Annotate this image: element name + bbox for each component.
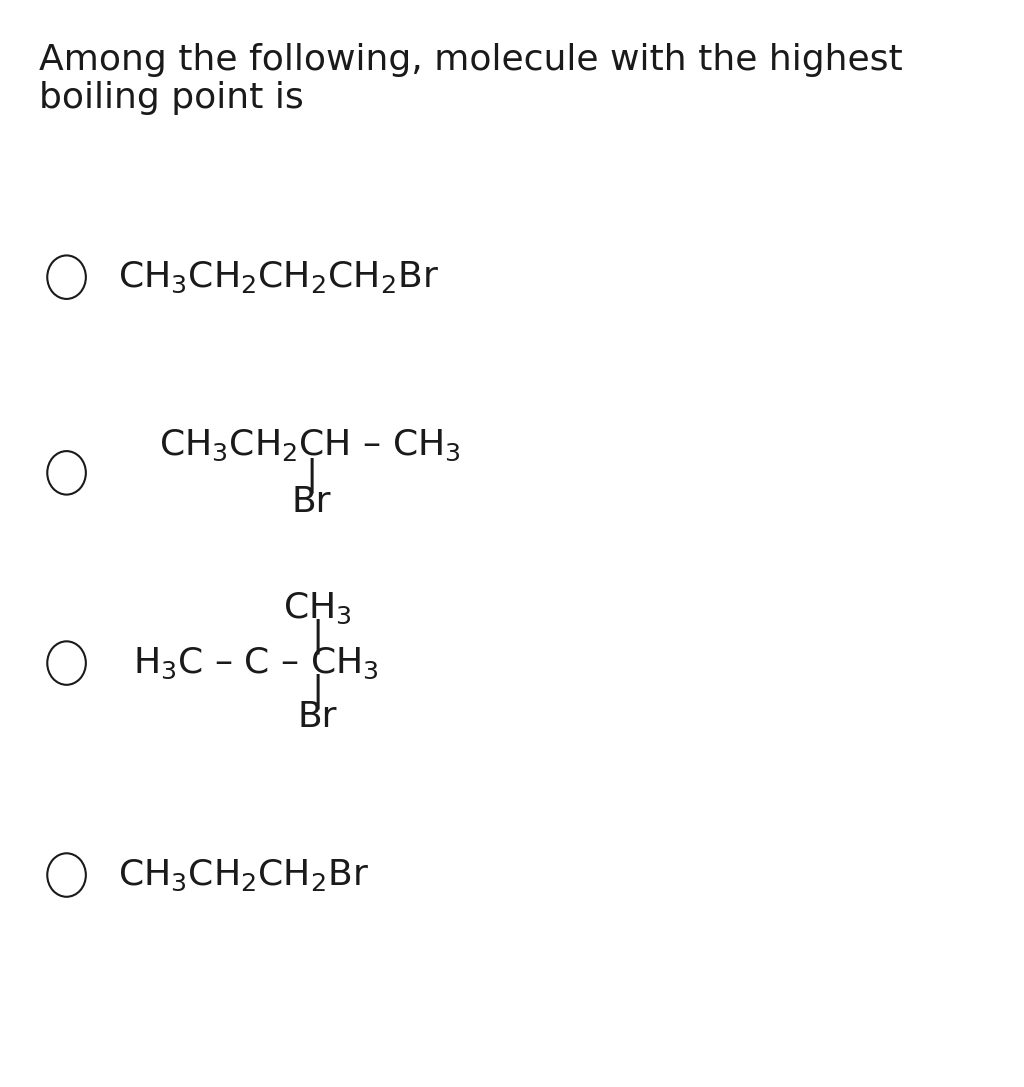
Text: CH$_3$CH$_2$CH$_2$CH$_2$Br: CH$_3$CH$_2$CH$_2$CH$_2$Br — [118, 260, 438, 295]
Text: CH$_3$CH$_2$CH – CH$_3$: CH$_3$CH$_2$CH – CH$_3$ — [159, 428, 461, 463]
Text: CH$_3$CH$_2$CH$_2$Br: CH$_3$CH$_2$CH$_2$Br — [118, 858, 369, 892]
Text: boiling point is: boiling point is — [39, 80, 304, 115]
Text: |: | — [305, 458, 317, 492]
Text: |: | — [311, 619, 324, 653]
Text: |: | — [311, 674, 324, 709]
Text: Br: Br — [298, 700, 337, 735]
Text: H$_3$C – C – CH$_3$: H$_3$C – C – CH$_3$ — [133, 646, 379, 680]
Text: Br: Br — [292, 485, 331, 520]
Text: CH$_3$: CH$_3$ — [283, 591, 352, 626]
Text: Among the following, molecule with the highest: Among the following, molecule with the h… — [39, 42, 903, 77]
